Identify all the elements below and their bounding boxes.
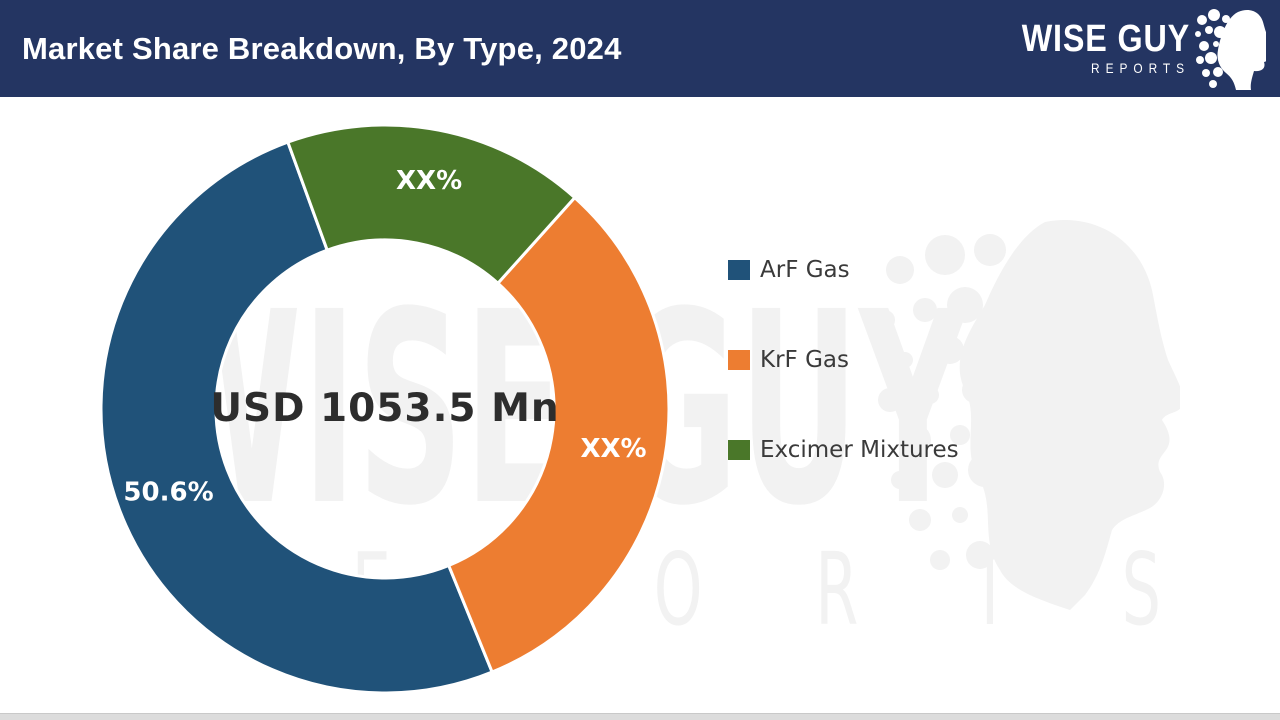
chart-center-value: USD 1053.5 Mn: [210, 386, 560, 431]
legend-label: Excimer Mixtures: [760, 437, 959, 463]
legend-label: ArF Gas: [760, 257, 850, 283]
donut-chart: 50.6% XX% XX%: [93, 117, 677, 701]
slice-percentage-label: 50.6%: [123, 477, 213, 507]
chart-legend: ArF Gas KrF Gas Excimer Mixtures: [728, 256, 959, 526]
page-title: Market Share Breakdown, By Type, 2024: [22, 30, 622, 66]
brand-name: WISE GUY: [1021, 18, 1190, 60]
legend-swatch-excimer-mixtures: [728, 440, 750, 460]
legend-item-excimer-mixtures: Excimer Mixtures: [728, 436, 959, 464]
legend-label: KrF Gas: [760, 347, 849, 373]
brand-face-icon: [1195, 8, 1266, 90]
donut-slice-excimer-mixtures: [286, 123, 577, 285]
legend-swatch-arf-gas: [728, 260, 750, 280]
legend-swatch-krf-gas: [728, 350, 750, 370]
watermark-face-icon: [875, 220, 1180, 610]
legend-item-krf-gas: KrF Gas: [728, 346, 959, 374]
brand-logo: WISE GUY REPORTS: [992, 6, 1280, 92]
brand-subname: REPORTS: [1091, 60, 1190, 76]
donut-chart-svg: 50.6% XX% XX%: [99, 123, 671, 695]
slice-percentage-label: XX%: [580, 434, 646, 464]
donut-slice-krf-gas: [447, 196, 671, 674]
donut-slice-arf-gas: [99, 140, 494, 695]
header-bar: Market Share Breakdown, By Type, 2024 WI…: [0, 0, 1280, 97]
slice-percentage-label: XX%: [396, 166, 462, 196]
footer-strip: [0, 713, 1280, 720]
brand-logo-text: WISE GUY REPORTS: [1021, 18, 1190, 76]
legend-item-arf-gas: ArF Gas: [728, 256, 959, 284]
